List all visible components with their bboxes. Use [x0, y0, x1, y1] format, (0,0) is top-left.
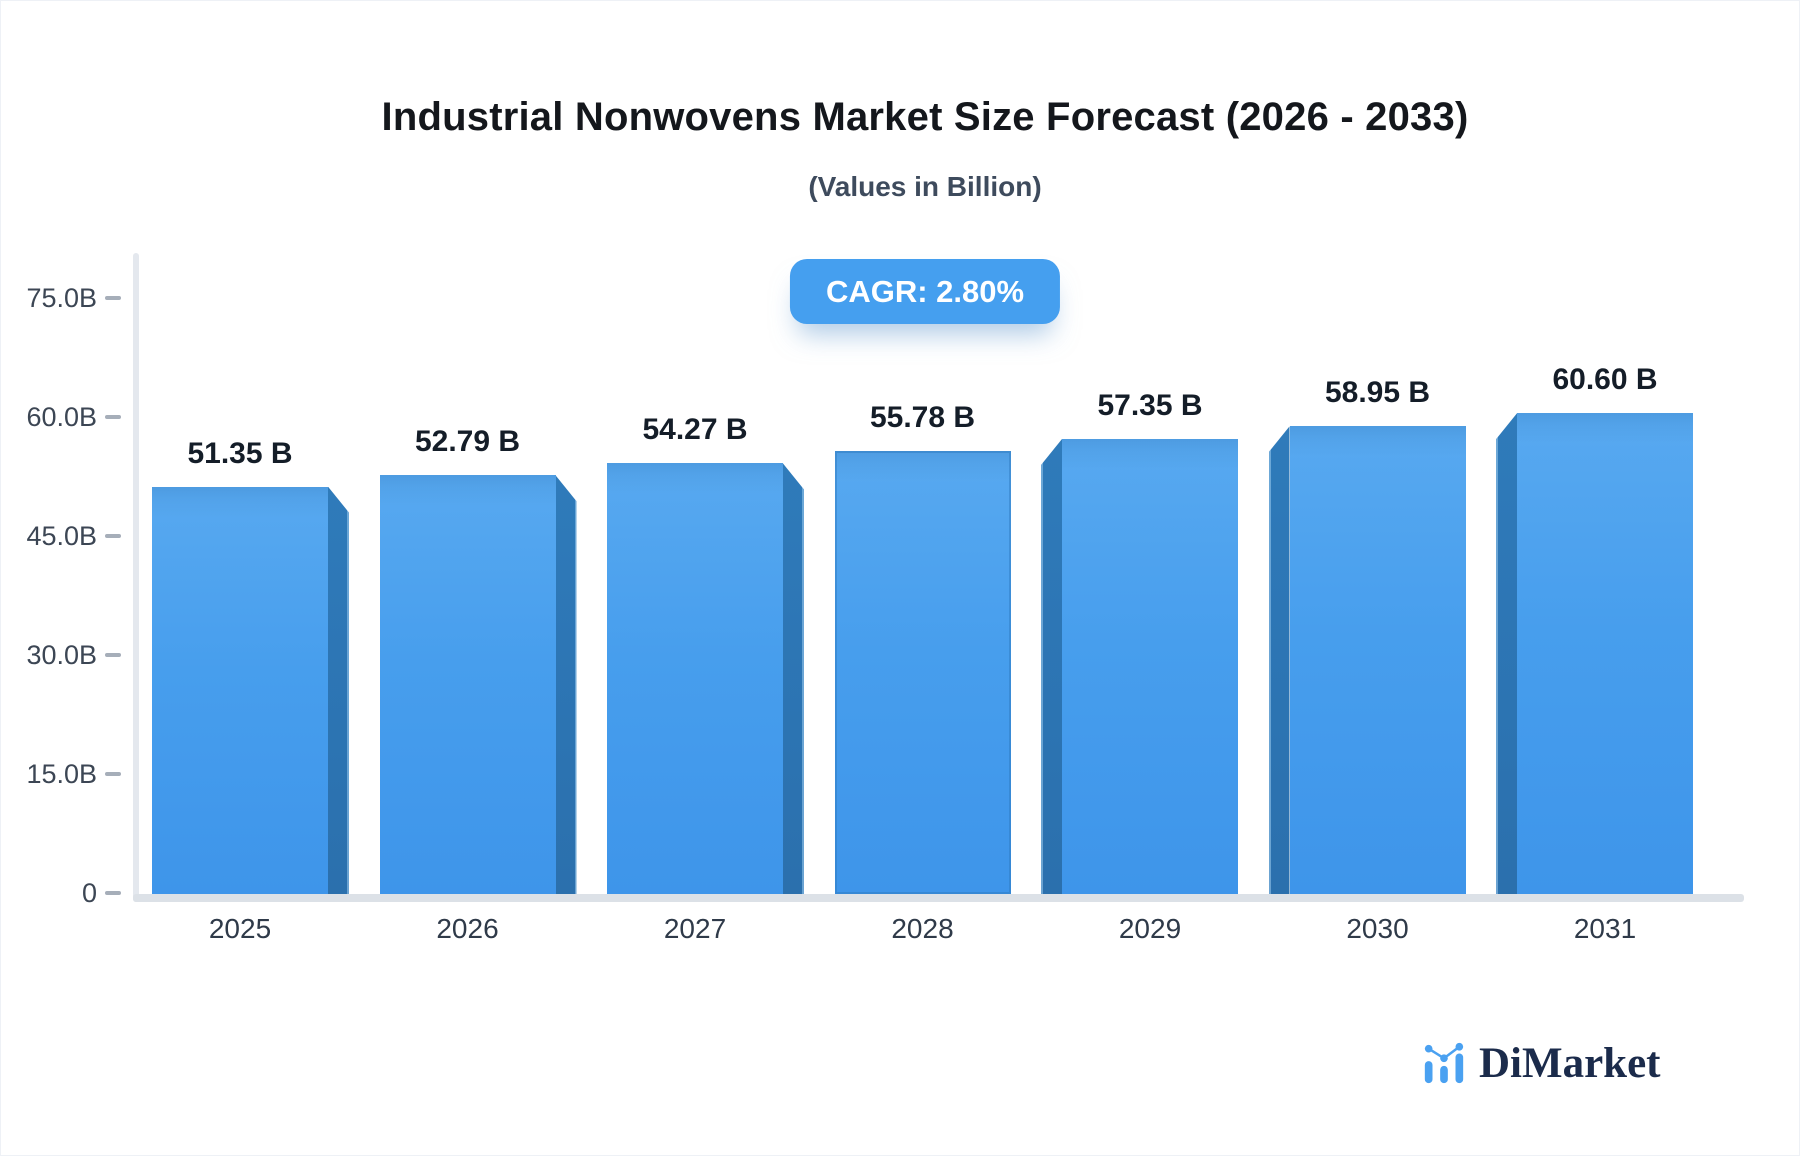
y-axis-tick-mark — [105, 772, 121, 776]
x-axis-label-2025: 2025 — [208, 913, 272, 944]
bar-side-face-2027 — [783, 463, 804, 894]
y-axis-label-75.0B: 75.0B — [26, 283, 97, 313]
x-axis-label-2028: 2028 — [891, 913, 954, 944]
chart-subtitle: (Values in Billion) — [808, 171, 1042, 202]
x-axis-label-2026: 2026 — [436, 913, 499, 944]
y-axis-label-0: 0 — [81, 878, 97, 908]
bar-2026[interactable] — [379, 475, 556, 894]
logo-mini-bar-chart-icon — [1424, 1042, 1464, 1084]
y-axis-tick-mark — [105, 415, 121, 419]
brand-footer: DiMarket — [1421, 1041, 1661, 1087]
x-axis-label-2030: 2030 — [1346, 913, 1409, 944]
bar-2030[interactable] — [1289, 426, 1466, 894]
bar-value-label-2025: 51.35 B — [187, 436, 293, 470]
y-axis-line — [133, 253, 139, 902]
bar-value-label-2029: 57.35 B — [1097, 389, 1203, 423]
cagr-badge: CAGR: 2.80% — [789, 259, 1061, 324]
bar-2025[interactable] — [152, 486, 328, 894]
y-axis-label-30.0B: 30.0B — [26, 640, 97, 670]
bar-2029[interactable] — [1062, 439, 1238, 894]
x-axis-label-2027: 2027 — [663, 913, 727, 944]
logo-text: DiMarket — [1479, 1040, 1661, 1087]
bar-side-face-2025 — [328, 486, 349, 894]
bar-value-label-2030: 58.95 B — [1324, 376, 1431, 410]
x-axis-baseline — [133, 894, 1744, 902]
bar-side-face-2029 — [1041, 439, 1062, 894]
y-axis-tick-mark — [105, 296, 121, 300]
x-axis-label-2029: 2029 — [1118, 913, 1182, 944]
y-axis-tick-mark — [105, 534, 121, 538]
y-axis-tick-mark — [105, 891, 121, 895]
y-axis-label-45.0B: 45.0B — [26, 521, 97, 551]
bar-side-face-2030 — [1268, 426, 1290, 894]
bar-2027[interactable] — [607, 463, 783, 894]
y-axis-label-15.0B: 15.0B — [26, 759, 97, 789]
y-axis-tick-mark — [105, 653, 121, 657]
bar-value-label-2026: 52.79 B — [414, 425, 521, 459]
y-axis-label-60.0B: 60.0B — [26, 402, 97, 432]
bar-side-face-2026 — [555, 475, 577, 894]
bar-2028[interactable] — [834, 451, 1011, 894]
x-axis-label-2031: 2031 — [1573, 913, 1637, 944]
chart-title: Industrial Nonwovens Market Size Forecas… — [381, 95, 1469, 139]
bar-side-face-2031 — [1496, 413, 1517, 894]
bar-2031[interactable] — [1517, 413, 1693, 894]
bar-value-label-2027: 54.27 B — [642, 413, 748, 447]
bar-value-label-2031: 60.60 B — [1552, 363, 1658, 397]
bar-value-label-2028: 55.78 B — [869, 401, 976, 435]
